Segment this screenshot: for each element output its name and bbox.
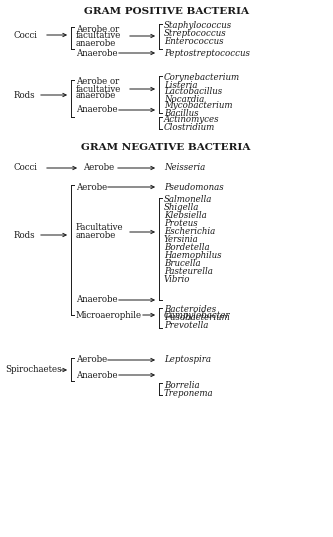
Text: anaerobe: anaerobe	[76, 231, 116, 241]
Text: GRAM NEGATIVE BACTERIA: GRAM NEGATIVE BACTERIA	[81, 143, 251, 153]
Text: Actinomyces: Actinomyces	[164, 114, 219, 124]
Text: anaerobe: anaerobe	[76, 39, 116, 47]
Text: Treponema: Treponema	[164, 388, 214, 397]
Text: Escherichia: Escherichia	[164, 228, 215, 236]
Text: GRAM POSITIVE BACTERIA: GRAM POSITIVE BACTERIA	[84, 6, 248, 16]
Text: Pasteurella: Pasteurella	[164, 267, 213, 277]
Text: Cocci: Cocci	[14, 31, 38, 40]
Text: Bacillus: Bacillus	[164, 108, 198, 118]
Text: Campylobacter: Campylobacter	[164, 310, 230, 320]
Text: Rods: Rods	[14, 91, 36, 99]
Text: Nocardia: Nocardia	[164, 95, 204, 104]
Text: Peptostreptococcus: Peptostreptococcus	[164, 48, 250, 57]
Text: Clostridium: Clostridium	[164, 122, 215, 132]
Text: Leptospira: Leptospira	[164, 355, 211, 365]
Text: Microaerophile: Microaerophile	[76, 310, 142, 320]
Text: Aerobe: Aerobe	[76, 355, 107, 365]
Text: Klebsiella: Klebsiella	[164, 212, 207, 221]
Text: Enterococcus: Enterococcus	[164, 38, 223, 47]
Text: Yersinia: Yersinia	[164, 236, 199, 244]
Text: Mycobacterium: Mycobacterium	[164, 101, 232, 111]
Text: Rods: Rods	[14, 230, 36, 240]
Text: Anaerobe: Anaerobe	[76, 48, 118, 57]
Text: Listeria: Listeria	[164, 81, 197, 90]
Text: Neisseria: Neisseria	[164, 163, 205, 172]
Text: Facultative: Facultative	[76, 223, 124, 233]
Text: Fusobacterium: Fusobacterium	[164, 314, 230, 323]
Text: Anaerobe: Anaerobe	[76, 105, 118, 114]
Text: anaerobe: anaerobe	[76, 91, 116, 100]
Text: Streptococcus: Streptococcus	[164, 30, 227, 39]
Text: Prevotella: Prevotella	[164, 322, 208, 330]
Text: facultative: facultative	[76, 32, 121, 40]
Text: Spirochaetes: Spirochaetes	[5, 366, 62, 374]
Text: Pseudomonas: Pseudomonas	[164, 183, 224, 192]
Text: Aerobe or: Aerobe or	[76, 25, 119, 33]
Text: Anaerobe: Anaerobe	[76, 295, 118, 304]
Text: Bordetella: Bordetella	[164, 243, 210, 252]
Text: Aerobe: Aerobe	[83, 163, 114, 172]
Text: Lactobacillus: Lactobacillus	[164, 88, 222, 97]
Text: Brucella: Brucella	[164, 259, 200, 268]
Text: Aerobe: Aerobe	[76, 183, 107, 192]
Text: Bacteroides: Bacteroides	[164, 306, 216, 315]
Text: Corynebacterium: Corynebacterium	[164, 74, 240, 83]
Text: Borrelia: Borrelia	[164, 381, 199, 389]
Text: Proteus: Proteus	[164, 220, 197, 229]
Text: Cocci: Cocci	[14, 163, 38, 172]
Text: Aerobe or: Aerobe or	[76, 77, 119, 86]
Text: Anaerobe: Anaerobe	[76, 371, 118, 380]
Text: Salmonella: Salmonella	[164, 195, 212, 205]
Text: Vibrio: Vibrio	[164, 275, 190, 285]
Text: Staphylococcus: Staphylococcus	[164, 21, 232, 31]
Text: Shigella: Shigella	[164, 204, 199, 213]
Text: Haemophilus: Haemophilus	[164, 251, 221, 260]
Text: facultative: facultative	[76, 84, 121, 93]
